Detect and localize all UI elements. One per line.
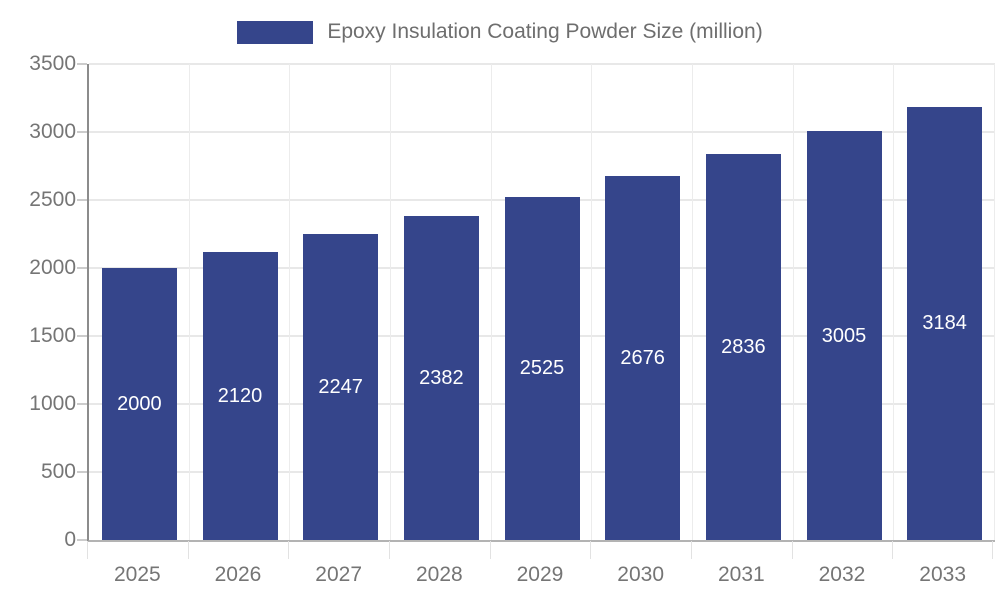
y-gridline [89, 63, 995, 65]
y-axis-tick-label: 2500 [29, 188, 76, 211]
x-axis-tick-label: 2027 [315, 563, 363, 586]
x-axis-tick [489, 541, 491, 559]
y-axis-tick [77, 471, 87, 473]
legend-label: Epoxy Insulation Coating Powder Size (mi… [327, 20, 763, 43]
x-axis-tick [87, 541, 88, 559]
y-axis-tick-label: 3000 [29, 120, 76, 143]
bar-value-label: 3184 [922, 312, 967, 335]
bar-value-label: 2836 [721, 336, 766, 359]
bar[interactable]: 2382 [403, 216, 479, 540]
x-gridline [490, 64, 492, 540]
x-axis-tick-label: 2025 [113, 563, 161, 586]
legend-item[interactable]: Epoxy Insulation Coating Powder Size (mi… [0, 20, 1000, 44]
bar-value-label: 3005 [821, 324, 867, 347]
x-axis-tick [691, 541, 692, 559]
x-axis-tick-label: 2031 [717, 563, 765, 586]
x-gridline [591, 64, 593, 540]
y-axis-tick [77, 267, 87, 269]
bar[interactable]: 3005 [806, 131, 882, 540]
x-axis-tick [389, 541, 390, 559]
x-axis-tick [187, 541, 189, 559]
y-axis-tick-label: 1000 [29, 392, 76, 415]
y-axis-tick [77, 539, 87, 541]
x-axis-tick [590, 541, 592, 559]
bar[interactable]: 2000 [101, 268, 177, 540]
y-axis-tick-label: 500 [40, 460, 76, 483]
y-axis-tick [77, 131, 87, 133]
y-gridline [89, 131, 995, 133]
x-gridline [289, 64, 291, 540]
bar-value-label: 2000 [117, 393, 162, 415]
x-gridline [893, 64, 895, 540]
x-axis-tick [288, 541, 290, 559]
bar-value-label: 2382 [419, 367, 464, 390]
x-axis-tick-label: 2032 [818, 563, 866, 586]
x-gridline [692, 64, 693, 540]
bar[interactable]: 2525 [504, 196, 580, 540]
bar-value-label: 2525 [519, 357, 565, 380]
y-axis-tick [77, 199, 87, 201]
x-gridline [188, 64, 190, 540]
y-axis-tick [77, 335, 87, 337]
y-axis-tick [77, 403, 87, 405]
y-axis-tick-label: 2000 [29, 256, 76, 279]
x-axis-tick [992, 541, 993, 559]
x-axis-tick-label: 2030 [617, 563, 665, 586]
x-gridline [390, 64, 391, 540]
bar[interactable]: 2676 [605, 176, 681, 540]
bar[interactable]: 3184 [907, 106, 983, 540]
y-axis-tick-label: 3500 [29, 52, 76, 75]
x-gridline [792, 64, 794, 540]
bar-value-label: 2120 [217, 384, 263, 407]
bar[interactable]: 2247 [303, 234, 379, 540]
y-axis-tick-label: 1500 [29, 324, 76, 347]
y-axis-tick [77, 63, 87, 65]
bar-value-label: 2247 [318, 376, 363, 399]
x-axis-tick [791, 541, 793, 559]
bar[interactable]: 2120 [202, 251, 278, 540]
x-axis-tick [892, 541, 894, 559]
x-axis-tick-label: 2028 [415, 563, 463, 586]
bar[interactable]: 2836 [705, 154, 781, 540]
x-axis-tick-label: 2029 [516, 563, 564, 586]
x-gridline [994, 64, 995, 540]
y-axis-tick-label: 0 [64, 528, 76, 551]
x-axis-tick-label: 2026 [214, 563, 262, 586]
plot-area: 2000 2120 2247 2382 2525 2676 2836 3005 3184 [87, 63, 995, 542]
legend-swatch [237, 20, 314, 44]
bar-value-label: 2676 [620, 347, 665, 370]
x-axis-tick-label: 2033 [919, 563, 967, 586]
